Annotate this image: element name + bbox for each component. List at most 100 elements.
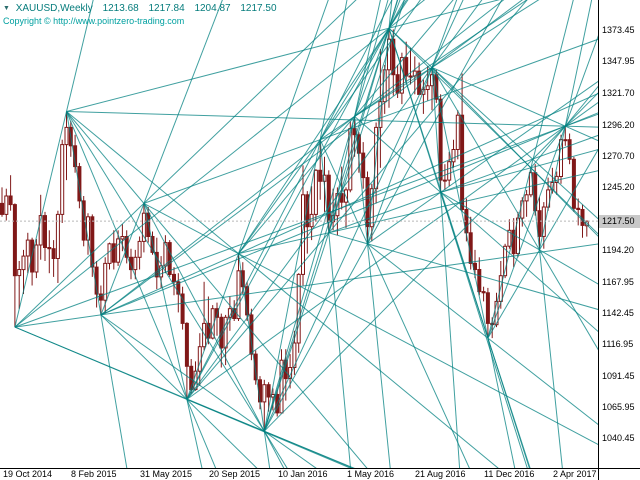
trendline[interactable] — [14, 0, 598, 328]
candle-body — [137, 240, 142, 258]
candle-body — [12, 204, 17, 277]
candle-body — [38, 215, 43, 246]
trendline[interactable] — [328, 0, 598, 233]
trendline[interactable] — [238, 0, 599, 254]
trendline[interactable] — [530, 75, 598, 169]
trendline[interactable] — [354, 0, 598, 117]
candle-body — [60, 144, 65, 215]
trendline[interactable] — [431, 66, 598, 145]
current-price-tag: 1217.50 — [599, 215, 640, 228]
trendline[interactable] — [328, 132, 598, 234]
trendline[interactable] — [14, 326, 598, 468]
trendline[interactable] — [487, 133, 598, 339]
trendline[interactable] — [100, 0, 598, 316]
trendline[interactable] — [66, 111, 599, 128]
trendline[interactable] — [66, 111, 599, 469]
candle-body — [64, 126, 69, 146]
trendline[interactable] — [440, 192, 598, 468]
time-axis-label: 8 Feb 2015 — [71, 469, 117, 479]
trendline[interactable] — [100, 0, 598, 316]
trendline[interactable] — [66, 0, 599, 112]
trendline[interactable] — [354, 116, 598, 340]
time-axis-label: 31 May 2015 — [140, 469, 193, 479]
candle-body — [430, 74, 434, 87]
trendline[interactable] — [367, 75, 599, 245]
price-axis[interactable]: 1373.45 1347.95 1321.70 1296.20 1270.70 1245.… — [599, 0, 640, 468]
trendline[interactable] — [238, 0, 599, 254]
symbol-name: XAUUSD,Weekly — [15, 3, 93, 14]
trendline[interactable] — [367, 0, 599, 244]
candle-body — [77, 166, 82, 202]
candle-body — [172, 273, 176, 283]
price-axis-label: 1270.70 — [602, 151, 635, 161]
trendline[interactable] — [530, 167, 598, 468]
trendline[interactable] — [66, 111, 599, 469]
candle-body — [455, 114, 460, 150]
trendline[interactable] — [263, 0, 598, 432]
candle-body — [43, 215, 47, 249]
candle-body — [296, 273, 301, 344]
candle-body — [47, 247, 52, 250]
trendline[interactable] — [186, 0, 598, 400]
price-axis-label: 1040.45 — [602, 433, 635, 443]
price-axis-label: 1091.45 — [602, 371, 635, 381]
trendline[interactable] — [66, 111, 599, 469]
candle-body — [408, 75, 413, 78]
copyright-text: Copyright © http://www.pointzero-trading… — [3, 16, 185, 26]
candle-body — [576, 207, 581, 211]
trendline[interactable] — [186, 398, 598, 468]
trendline[interactable] — [143, 203, 598, 468]
trendline[interactable] — [263, 0, 598, 432]
candle-body — [399, 57, 404, 94]
trendline[interactable] — [319, 139, 598, 468]
candle-body — [129, 256, 133, 271]
trendline[interactable] — [100, 0, 598, 316]
trendline[interactable] — [328, 0, 598, 233]
trendline[interactable] — [487, 9, 598, 339]
trendline[interactable] — [100, 314, 598, 468]
trendline[interactable] — [388, 27, 598, 244]
trendline[interactable] — [263, 83, 598, 432]
trendline[interactable] — [431, 67, 598, 468]
trendline[interactable] — [186, 0, 598, 400]
trendline[interactable] — [66, 111, 599, 469]
trendline[interactable] — [354, 0, 598, 117]
trendline[interactable] — [263, 0, 598, 432]
candle-body — [120, 236, 125, 240]
trendline[interactable] — [440, 191, 598, 289]
trendline[interactable] — [100, 314, 598, 468]
trendline[interactable] — [388, 28, 598, 468]
trendline[interactable] — [186, 0, 598, 400]
trendline[interactable] — [186, 0, 598, 400]
candle-body — [477, 269, 482, 293]
candle-body — [447, 161, 452, 181]
trendline[interactable] — [263, 0, 598, 432]
candle-body — [537, 210, 542, 237]
trendline[interactable] — [539, 0, 599, 251]
trendline[interactable] — [238, 0, 599, 254]
trendline[interactable] — [263, 0, 598, 432]
trendline[interactable] — [367, 0, 599, 244]
trendline[interactable] — [319, 0, 598, 140]
trendline[interactable] — [431, 67, 598, 366]
trendline[interactable] — [440, 147, 598, 193]
trendline[interactable] — [487, 0, 598, 339]
time-axis-label: 10 Jan 2016 — [278, 469, 328, 479]
candle-body — [55, 213, 60, 259]
trendline[interactable] — [186, 95, 598, 400]
quote-close: 1217.50 — [240, 3, 277, 14]
trendline[interactable] — [66, 111, 599, 469]
trendline[interactable] — [431, 67, 598, 246]
trendline[interactable] — [14, 0, 598, 328]
trendline[interactable] — [186, 0, 598, 400]
candle-body — [266, 384, 271, 398]
price-chart-canvas[interactable] — [0, 0, 598, 468]
trendline[interactable] — [14, 111, 598, 328]
trendline[interactable] — [100, 109, 598, 316]
candle-body — [279, 359, 284, 414]
trendline[interactable] — [143, 36, 598, 204]
trendline[interactable] — [263, 0, 598, 432]
candle-body — [318, 169, 323, 182]
time-axis[interactable]: 19 Oct 2014 8 Feb 2015 31 May 2015 20 Sep 2… — [0, 469, 640, 480]
price-axis-label: 1194.20 — [602, 245, 634, 255]
